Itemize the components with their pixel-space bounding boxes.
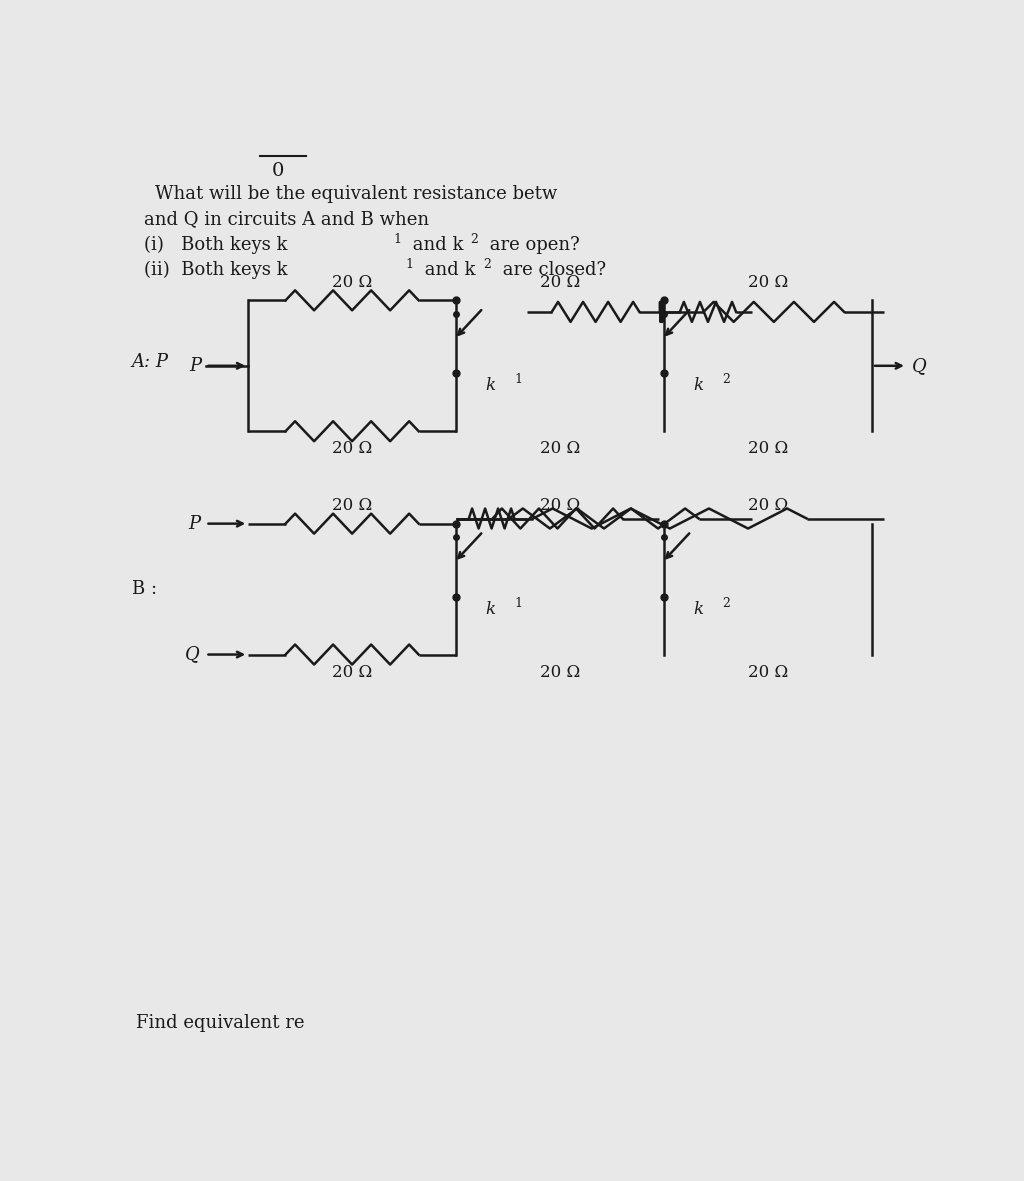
Text: and k: and k xyxy=(407,236,464,254)
Text: 0: 0 xyxy=(271,162,284,180)
Text: (ii)  Both keys k: (ii) Both keys k xyxy=(143,261,287,280)
Text: 20 Ω: 20 Ω xyxy=(748,441,788,457)
Text: k: k xyxy=(693,601,703,618)
Text: B :: B : xyxy=(132,580,157,598)
Text: 20 Ω: 20 Ω xyxy=(332,664,373,680)
Text: 1: 1 xyxy=(406,257,414,270)
Text: 2: 2 xyxy=(483,257,490,270)
Text: Q: Q xyxy=(912,357,927,374)
Text: What will be the equivalent resistance betw: What will be the equivalent resistance b… xyxy=(155,185,557,203)
Text: 1: 1 xyxy=(514,596,522,609)
Text: 20 Ω: 20 Ω xyxy=(332,274,373,291)
Text: 2: 2 xyxy=(471,233,478,246)
Text: 20 Ω: 20 Ω xyxy=(332,441,373,457)
Text: A: P: A: P xyxy=(132,353,169,371)
Text: 20 Ω: 20 Ω xyxy=(540,497,581,515)
Text: and Q in circuits A and B when: and Q in circuits A and B when xyxy=(143,210,429,228)
Text: (i)   Both keys k: (i) Both keys k xyxy=(143,236,287,254)
Text: 1: 1 xyxy=(514,373,522,386)
Text: are closed?: are closed? xyxy=(497,261,606,279)
Text: Find equivalent re: Find equivalent re xyxy=(136,1013,304,1032)
Text: 20 Ω: 20 Ω xyxy=(540,441,581,457)
Text: Q: Q xyxy=(185,646,200,664)
Text: k: k xyxy=(485,378,496,394)
Text: 2: 2 xyxy=(722,596,730,609)
Text: k: k xyxy=(485,601,496,618)
Text: 20 Ω: 20 Ω xyxy=(540,664,581,680)
Text: 2: 2 xyxy=(722,373,730,386)
Text: 20 Ω: 20 Ω xyxy=(332,497,373,515)
Text: k: k xyxy=(693,378,703,394)
Text: 1: 1 xyxy=(393,233,401,246)
Text: P: P xyxy=(189,357,202,374)
Text: 20 Ω: 20 Ω xyxy=(748,497,788,515)
Text: 20 Ω: 20 Ω xyxy=(748,274,788,291)
Text: P: P xyxy=(188,515,200,533)
Text: are open?: are open? xyxy=(484,236,581,254)
Text: 20 Ω: 20 Ω xyxy=(748,664,788,680)
Text: 20 Ω: 20 Ω xyxy=(540,274,581,291)
Text: and k: and k xyxy=(420,261,476,279)
